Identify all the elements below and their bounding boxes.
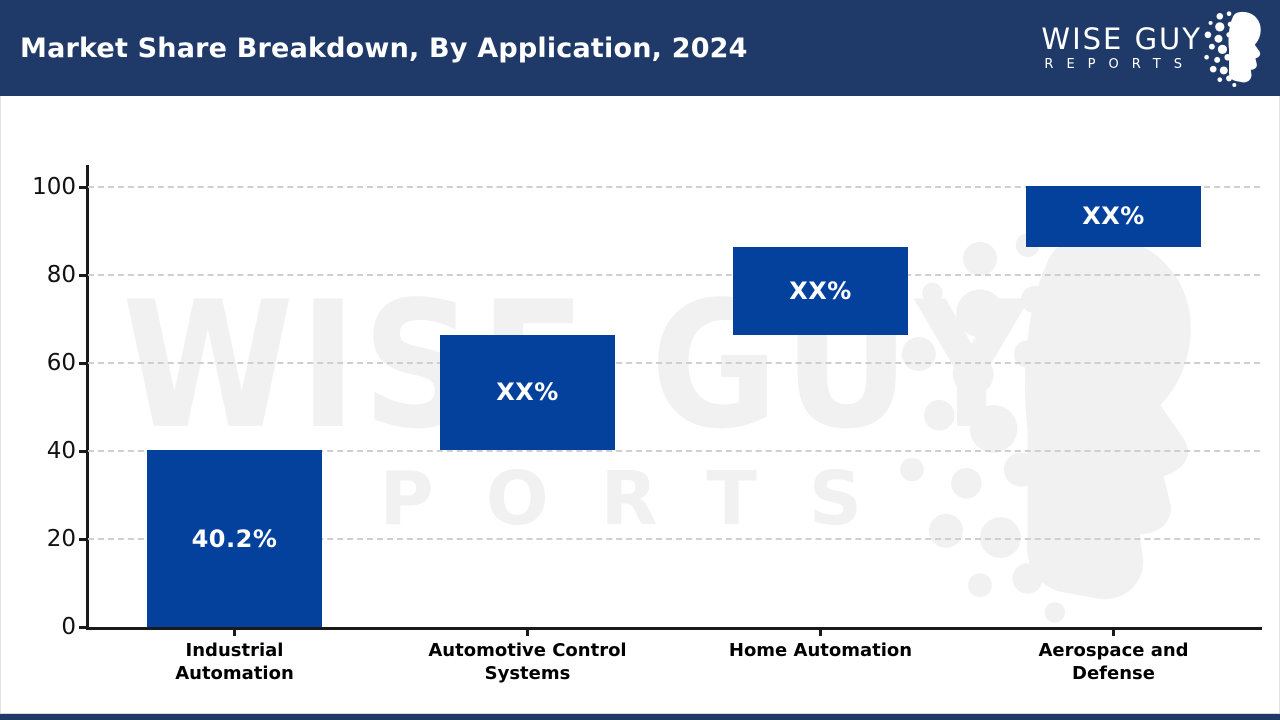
category-label-line: Systems — [484, 662, 571, 684]
gridline-60 — [88, 362, 1260, 364]
x-tick — [819, 627, 822, 636]
category-label-home-automation: Home Automation — [671, 640, 971, 663]
y-tick — [79, 537, 88, 541]
logo-wordmark: WISE GUY — [1041, 22, 1202, 56]
y-tick — [79, 625, 88, 629]
y-tick-label: 60 — [46, 350, 76, 376]
gridline-80 — [88, 274, 1260, 276]
category-label-automotive-control-systems: Automotive Control Systems — [378, 640, 678, 685]
bar-home-automation: XX% — [732, 246, 909, 335]
bar-aerospace-and-defense: XX% — [1025, 186, 1202, 247]
y-tick — [79, 185, 88, 189]
category-label-line: Aerospace and — [1038, 640, 1189, 661]
y-tick-label: 40 — [46, 438, 76, 464]
logo-text: WISE GUY REPORTS — [1041, 22, 1202, 72]
category-label-line: Defense — [1072, 662, 1155, 684]
header-bar: Market Share Breakdown, By Application, … — [0, 0, 1280, 96]
wise-guy-face-icon — [1204, 11, 1261, 87]
category-label-line: Home Automation — [728, 640, 913, 661]
x-tick — [1112, 627, 1115, 636]
category-label-industrial-automation: Industrial Automation — [85, 640, 385, 685]
y-axis-line — [86, 165, 89, 630]
y-tick — [79, 361, 88, 365]
y-tick-label: 20 — [46, 526, 76, 552]
gridline-100 — [88, 186, 1260, 188]
gridline-40 — [88, 450, 1260, 452]
wise-guy-logo: WISE GUY REPORTS — [1041, 8, 1266, 88]
y-tick — [79, 449, 88, 453]
bar-value-label: XX% — [496, 378, 559, 407]
category-label-line: Industrial — [185, 640, 284, 661]
y-tick-label: 100 — [32, 174, 76, 200]
bar-value-label: 40.2% — [191, 524, 278, 553]
footer-bar — [0, 713, 1280, 720]
bar-value-label: XX% — [789, 276, 852, 305]
bar-value-label: XX% — [1082, 202, 1145, 231]
y-tick-label: 80 — [46, 262, 76, 288]
x-tick — [526, 627, 529, 636]
x-axis-line — [86, 627, 1262, 630]
category-label-line: Automation — [175, 662, 294, 684]
page-title: Market Share Breakdown, By Application, … — [20, 32, 748, 64]
category-label-line: Automotive Control — [428, 640, 627, 661]
y-tick — [79, 273, 88, 277]
x-tick — [233, 627, 236, 636]
gridline-20 — [88, 538, 1260, 540]
bar-industrial-automation: 40.2% — [146, 450, 323, 627]
category-label-aerospace-and-defense: Aerospace and Defense — [964, 640, 1264, 685]
logo-subtitle: REPORTS — [1044, 57, 1196, 72]
bar-automotive-control-systems: XX% — [439, 334, 616, 451]
y-tick-label: 0 — [61, 614, 76, 640]
